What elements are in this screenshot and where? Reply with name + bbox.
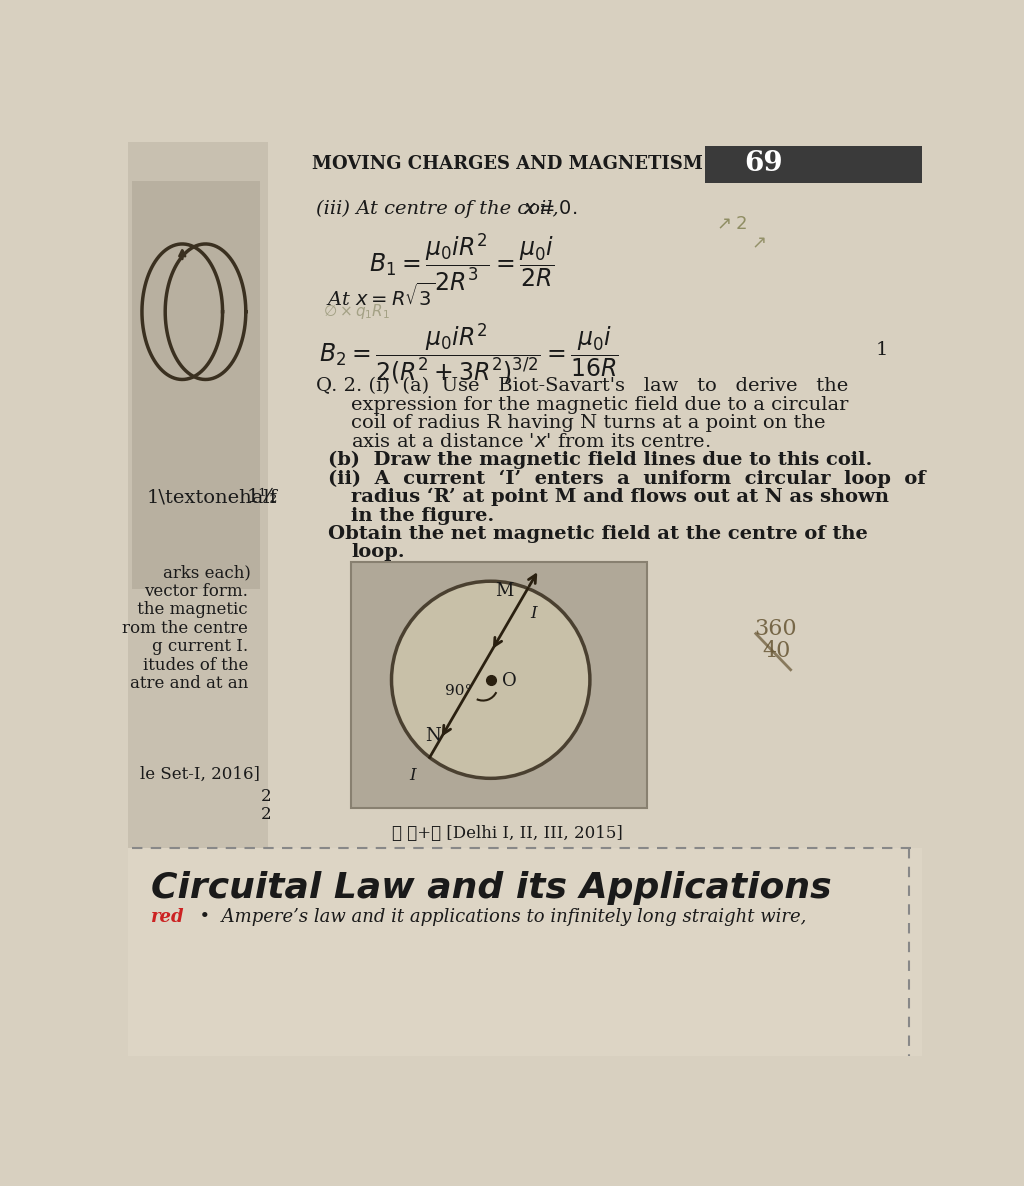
Text: $\varnothing \times \mathit{q}_1 \mathit{R}_1$: $\varnothing \times \mathit{q}_1 \mathit… (324, 302, 390, 321)
Text: radius ‘R’ at point M and flows out at N as shown: radius ‘R’ at point M and flows out at N… (351, 489, 889, 506)
Text: $\nearrow$: $\nearrow$ (748, 235, 766, 253)
Text: 69: 69 (744, 151, 782, 178)
Bar (128, 848, 922, 1056)
Text: itudes of the: itudes of the (142, 657, 248, 674)
Text: I: I (530, 605, 538, 623)
Text: MOVING CHARGES AND MAGNETISM: MOVING CHARGES AND MAGNETISM (312, 155, 703, 173)
Circle shape (391, 581, 590, 778)
Text: (b)  Draw the magnetic field lines due to this coil.: (b) Draw the magnetic field lines due to… (328, 451, 872, 470)
Text: $B_1 = \dfrac{\mu_0 i R^2}{2R^3} = \dfrac{\mu_0 i}{2R}$: $B_1 = \dfrac{\mu_0 i R^2}{2R^3} = \dfra… (369, 231, 554, 293)
Text: arks each): arks each) (163, 565, 251, 581)
Text: 2: 2 (261, 806, 271, 823)
Text: rom the centre: rom the centre (122, 620, 248, 637)
Text: loop.: loop. (351, 543, 404, 561)
Text: coil of radius R having N turns at a point on the: coil of radius R having N turns at a poi… (351, 414, 825, 432)
Text: Obtain the net magnetic field at the centre of the: Obtain the net magnetic field at the cen… (328, 525, 867, 543)
Text: atre and at an: atre and at an (130, 675, 248, 693)
Text: M: M (496, 582, 514, 600)
Text: $x = 0.$: $x = 0.$ (523, 200, 578, 218)
Text: At $x = R\sqrt{3}$: At $x = R\sqrt{3}$ (326, 282, 435, 310)
Text: •  Ampere’s law and it applications to infinitely long straight wire,: • Ampere’s law and it applications to in… (188, 908, 807, 926)
Text: the magnetic: the magnetic (132, 601, 248, 618)
Text: expression for the magnetic field due to a circular: expression for the magnetic field due to… (351, 396, 849, 414)
Bar (351, 562, 647, 809)
Text: O: O (502, 672, 516, 690)
Text: N: N (426, 727, 441, 745)
Text: vector form.: vector form. (144, 582, 248, 600)
Bar (132, 180, 260, 589)
Text: 2: 2 (261, 788, 271, 804)
Text: g current I.: g current I. (152, 638, 248, 655)
Text: (iii) At centre of the coil,: (iii) At centre of the coil, (316, 200, 559, 218)
Text: le Set-I, 2016]: le Set-I, 2016] (140, 766, 260, 783)
Text: in the figure.: in the figure. (351, 506, 495, 524)
Text: Circuital Law and its Applications: Circuital Law and its Applications (152, 871, 831, 905)
Text: $\nearrow$2: $\nearrow$2 (713, 216, 746, 234)
Text: red: red (152, 908, 185, 926)
Text: Q. 2. (i)  (a)  Use   Biot-Savart's   law   to   derive   the: Q. 2. (i) (a) Use Biot-Savart's law to d… (316, 377, 849, 395)
Text: (ii)  A  current  ‘I’  enters  a  uniform  circular  loop  of: (ii) A current ‘I’ enters a uniform circ… (328, 470, 926, 487)
Text: Ⓐ Ⓤ+Ⓔ [Delhi I, II, III, 2015]: Ⓐ Ⓤ+Ⓔ [Delhi I, II, III, 2015] (392, 825, 624, 842)
Text: $B_2 = \dfrac{\mu_0 i R^2}{2(R^2 + 3R^2)^{3/2}} = \dfrac{\mu_0 i}{16R}$: $B_2 = \dfrac{\mu_0 i R^2}{2(R^2 + 3R^2)… (319, 321, 618, 385)
Text: axis at a distance '$x$' from its centre.: axis at a distance '$x$' from its centre… (351, 433, 711, 451)
Text: 1½: 1½ (246, 489, 278, 506)
Text: 40: 40 (762, 639, 791, 662)
Text: 1: 1 (876, 342, 888, 359)
Text: 90°: 90° (444, 684, 472, 699)
Text: 360: 360 (755, 618, 797, 640)
Text: 1\textonehalf: 1\textonehalf (146, 489, 278, 506)
Text: I: I (410, 766, 416, 784)
Bar (128, 142, 267, 881)
Bar (706, 146, 922, 183)
